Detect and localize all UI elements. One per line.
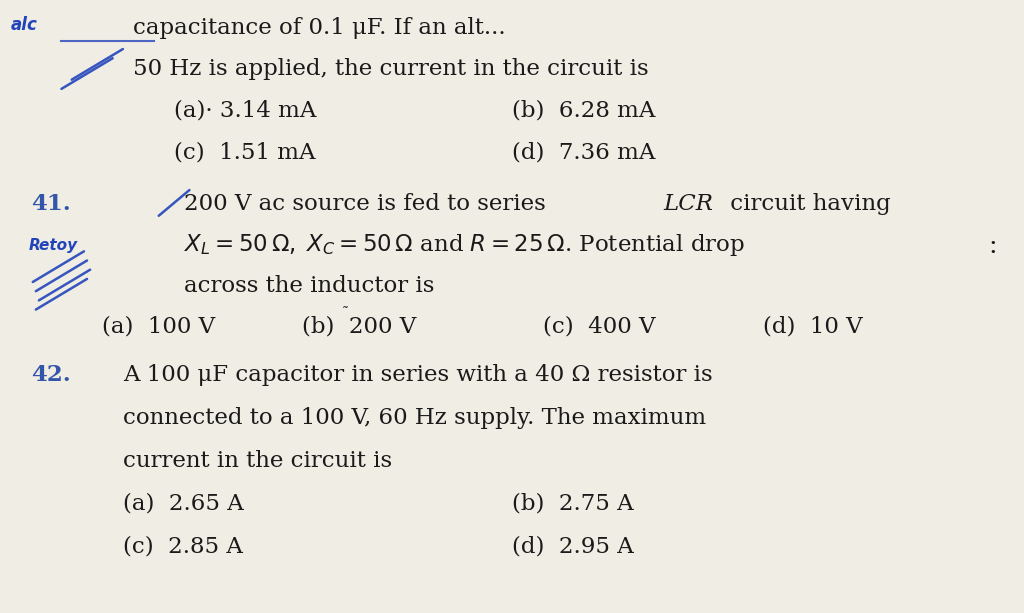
Text: (b)  2.75 A: (b) 2.75 A (512, 493, 634, 515)
Text: 200 V ac source is fed to series: 200 V ac source is fed to series (184, 192, 553, 215)
Text: 42.: 42. (31, 364, 71, 386)
Text: LCR: LCR (664, 192, 714, 215)
Text: (d)  2.95 A: (d) 2.95 A (512, 536, 634, 558)
Text: 50 Hz is applied, the current in the circuit is: 50 Hz is applied, the current in the cir… (133, 58, 649, 80)
Text: (a)· 3.14 mA: (a)· 3.14 mA (174, 99, 316, 121)
Text: (a)  100 V: (a) 100 V (102, 316, 215, 338)
Text: :: : (988, 233, 996, 257)
Text: circuit having: circuit having (723, 192, 891, 215)
Text: alc: alc (10, 15, 37, 34)
Text: (a)  2.65 A: (a) 2.65 A (123, 493, 244, 515)
Text: connected to a 100 V, 60 Hz supply. The maximum: connected to a 100 V, 60 Hz supply. The … (123, 407, 706, 429)
Text: $X_L = 50\,\Omega,\; X_C = 50\,\Omega$ and $R = 25\,\Omega$. Potential drop: $X_L = 50\,\Omega,\; X_C = 50\,\Omega$ a… (184, 232, 745, 258)
Text: capacitance of 0.1 μF. If an alt...: capacitance of 0.1 μF. If an alt... (133, 17, 506, 39)
Text: (d)  10 V: (d) 10 V (763, 316, 862, 338)
Text: (d)  7.36 mA: (d) 7.36 mA (512, 141, 655, 163)
Text: A 100 μF capacitor in series with a 40 Ω resistor is: A 100 μF capacitor in series with a 40 Ω… (123, 364, 713, 386)
Text: 41.: 41. (31, 192, 71, 215)
Text: (c)  400 V: (c) 400 V (543, 316, 655, 338)
Text: across the inductor is: across the inductor is (184, 275, 435, 297)
Text: (b)  6.28 mA: (b) 6.28 mA (512, 99, 655, 121)
Text: (b)  ​200 V: (b) ​200 V (302, 316, 417, 338)
Text: ˜: ˜ (342, 306, 348, 320)
Text: Retoy: Retoy (29, 238, 78, 253)
Text: (c)  1.51 mA: (c) 1.51 mA (174, 141, 315, 163)
Text: (c)  2.85 A: (c) 2.85 A (123, 536, 243, 558)
Text: current in the circuit is: current in the circuit is (123, 450, 392, 472)
